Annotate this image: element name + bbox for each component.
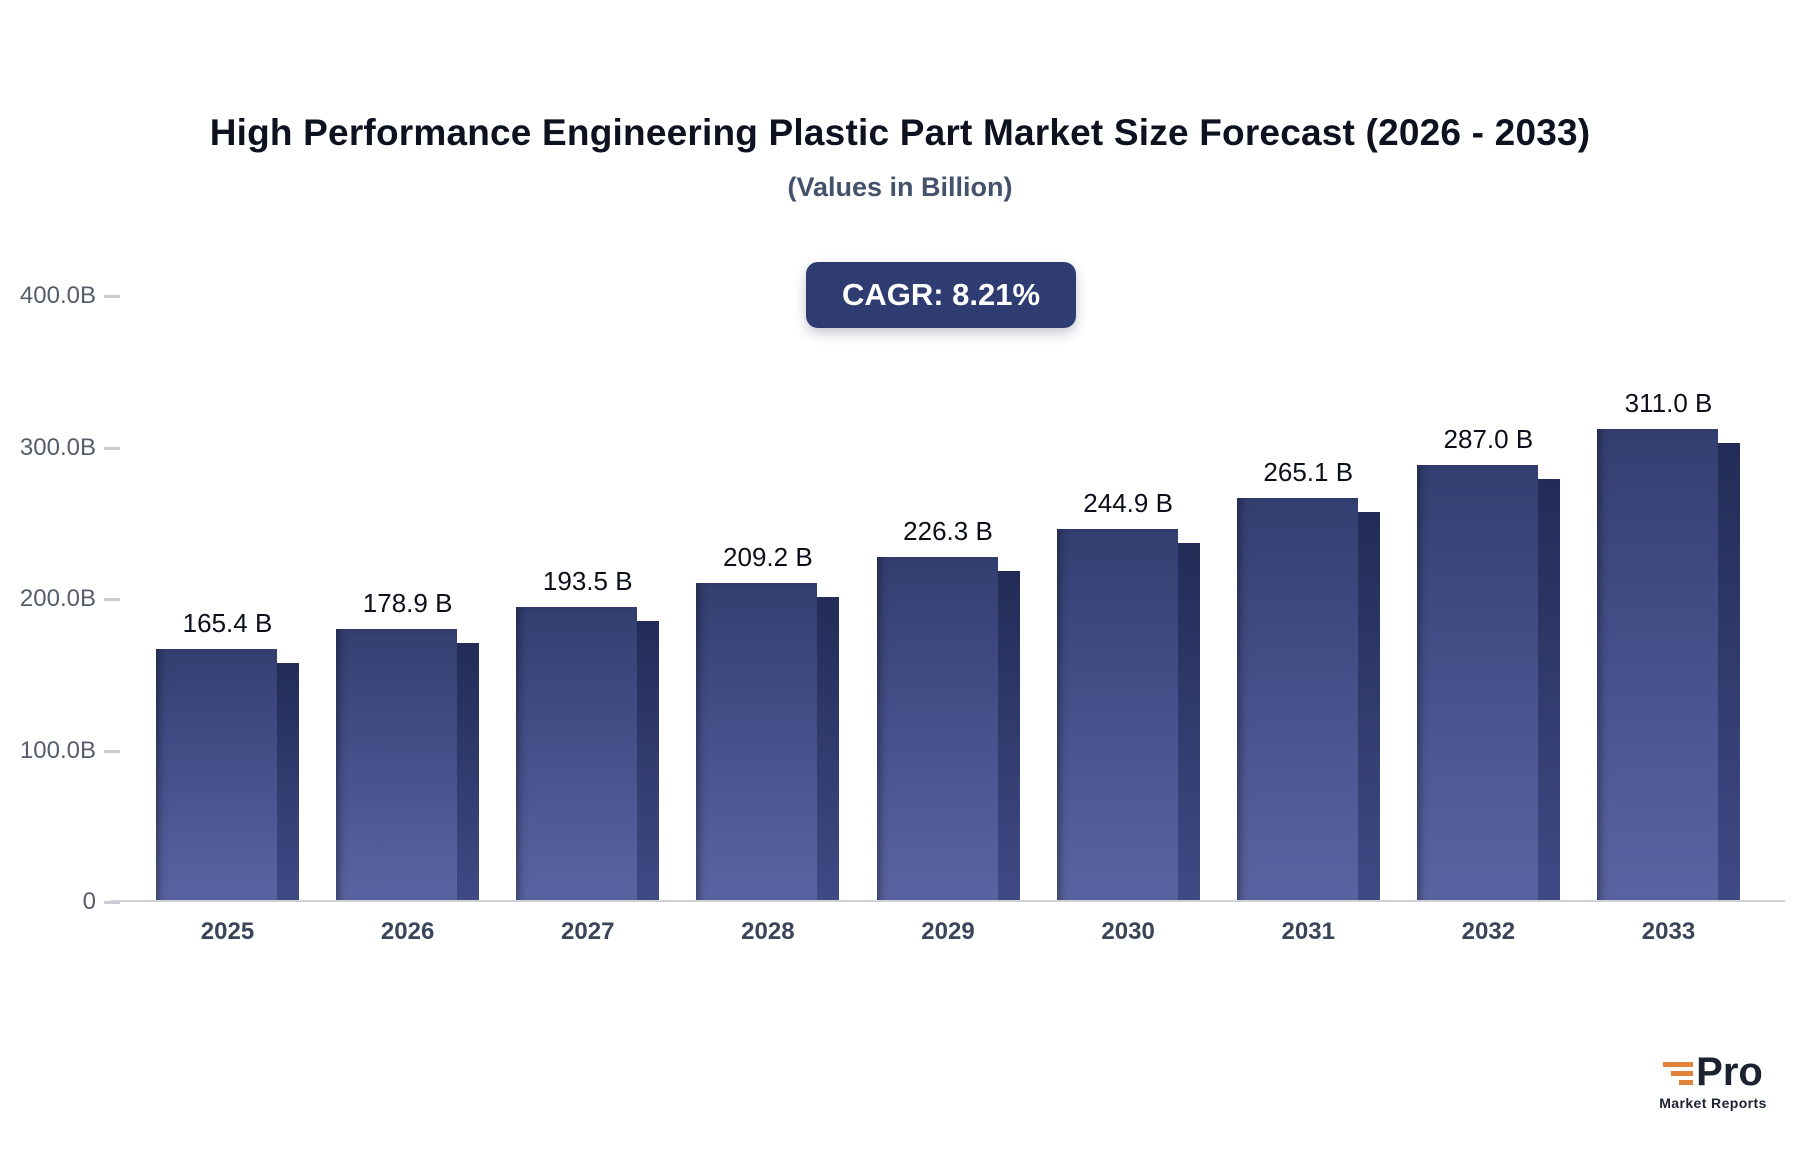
- y-axis-tick-mark: [104, 295, 120, 298]
- bar-face: [156, 649, 277, 900]
- bar-face: [696, 583, 818, 900]
- x-axis-label: 2025: [200, 918, 255, 945]
- y-axis-tick-label: 400.0B: [19, 282, 96, 309]
- bar-value-label: 193.5 B: [542, 566, 633, 596]
- bar-value-label: 209.2 B: [723, 542, 813, 572]
- bar-face: [516, 607, 638, 900]
- bar-slot: 193.5 B: [516, 566, 660, 900]
- brand-logo: Pro Market Reports: [1628, 1052, 1798, 1111]
- bar-value-label: 287.0 B: [1443, 424, 1534, 454]
- logo-bar-icon: [1663, 1062, 1694, 1067]
- logo-bar-icon: [1671, 1071, 1694, 1076]
- logo-tagline: Market Reports: [1659, 1095, 1767, 1111]
- bar-side-shadow: [637, 621, 660, 900]
- bar-side-shadow: [1718, 443, 1740, 900]
- bar-face: [336, 629, 458, 900]
- bar: [696, 583, 840, 900]
- bar: [516, 607, 660, 900]
- plot-area: 165.4 B 178.9 B 193.5 B 209.2 B 226.3 B 244.9…: [111, 296, 1785, 902]
- bar: [336, 629, 480, 900]
- bar-face: [1416, 465, 1538, 900]
- x-axis-label: 2031: [1281, 918, 1335, 945]
- bar-value-label: 226.3 B: [903, 516, 993, 546]
- bar-side-shadow: [817, 597, 840, 900]
- bar-slot: 226.3 B: [876, 516, 1020, 900]
- bar-slot: 265.1 B: [1236, 457, 1380, 900]
- bar-side-shadow: [1177, 543, 1200, 900]
- bar: [876, 557, 1020, 900]
- bar: [156, 649, 299, 900]
- x-axis: 2025 2026 2027 2028 2029 2030 2031 2032 2033: [111, 918, 1785, 946]
- bar-slot: 287.0 B: [1416, 424, 1560, 900]
- bar-value-label: 244.9 B: [1083, 488, 1173, 518]
- bar-side-shadow: [1537, 479, 1560, 900]
- bar: [1597, 429, 1740, 900]
- y-axis-tick-mark: [104, 446, 120, 450]
- logo-bar-icon: [1679, 1080, 1694, 1085]
- bar-face: [1597, 429, 1718, 900]
- x-axis-label: 2030: [1101, 918, 1155, 945]
- bar-value-label: 178.9 B: [362, 588, 453, 618]
- y-axis-tick-mark: [104, 901, 120, 904]
- cagr-badge: CAGR: 8.21%: [806, 262, 1076, 328]
- bar-slot: 178.9 B: [336, 588, 480, 900]
- bar: [1416, 465, 1560, 900]
- bar-side-shadow: [997, 571, 1020, 900]
- bar-slot: 209.2 B: [696, 542, 840, 900]
- bar: [1056, 529, 1200, 900]
- x-axis-label: 2033: [1641, 918, 1696, 945]
- logo-mark-icon: [1663, 1062, 1694, 1085]
- bar-side-shadow: [277, 663, 299, 900]
- x-axis-label: 2029: [921, 918, 975, 945]
- bar-face: [1056, 529, 1178, 900]
- bar-face: [876, 557, 998, 900]
- bar-face: [1236, 498, 1358, 900]
- x-axis-label: 2028: [741, 918, 795, 945]
- chart-subtitle: (Values in Billion): [787, 172, 1013, 202]
- y-axis-tick-label: 100.0B: [19, 736, 96, 764]
- bar-slot: 311.0 B: [1597, 388, 1740, 900]
- y-axis-tick-mark: [104, 598, 120, 601]
- bar-slot: 165.4 B: [156, 608, 299, 900]
- y-axis-tick-label: 0: [82, 888, 96, 915]
- bar: [1236, 498, 1380, 900]
- y-axis-tick-label: 300.0B: [19, 433, 96, 461]
- logo-name: Pro: [1696, 1050, 1763, 1094]
- bar-side-shadow: [457, 643, 480, 900]
- y-axis-tick-label: 200.0B: [19, 585, 96, 612]
- brand-logo-row: Pro: [1663, 1052, 1763, 1092]
- bar-slot: 244.9 B: [1056, 488, 1200, 900]
- bar-value-label: 265.1 B: [1263, 457, 1354, 487]
- bar-value-label: 165.4 B: [182, 608, 273, 638]
- y-axis-tick-mark: [104, 749, 120, 753]
- x-axis-label: 2027: [561, 918, 615, 945]
- bar-side-shadow: [1357, 512, 1380, 900]
- x-axis-label: 2026: [380, 918, 435, 945]
- x-axis-label: 2032: [1461, 918, 1516, 945]
- bar-value-label: 311.0 B: [1624, 388, 1713, 418]
- chart-title: High Performance Engineering Plastic Par…: [209, 112, 1591, 153]
- cagr-badge-label: CAGR: 8.21%: [841, 277, 1041, 312]
